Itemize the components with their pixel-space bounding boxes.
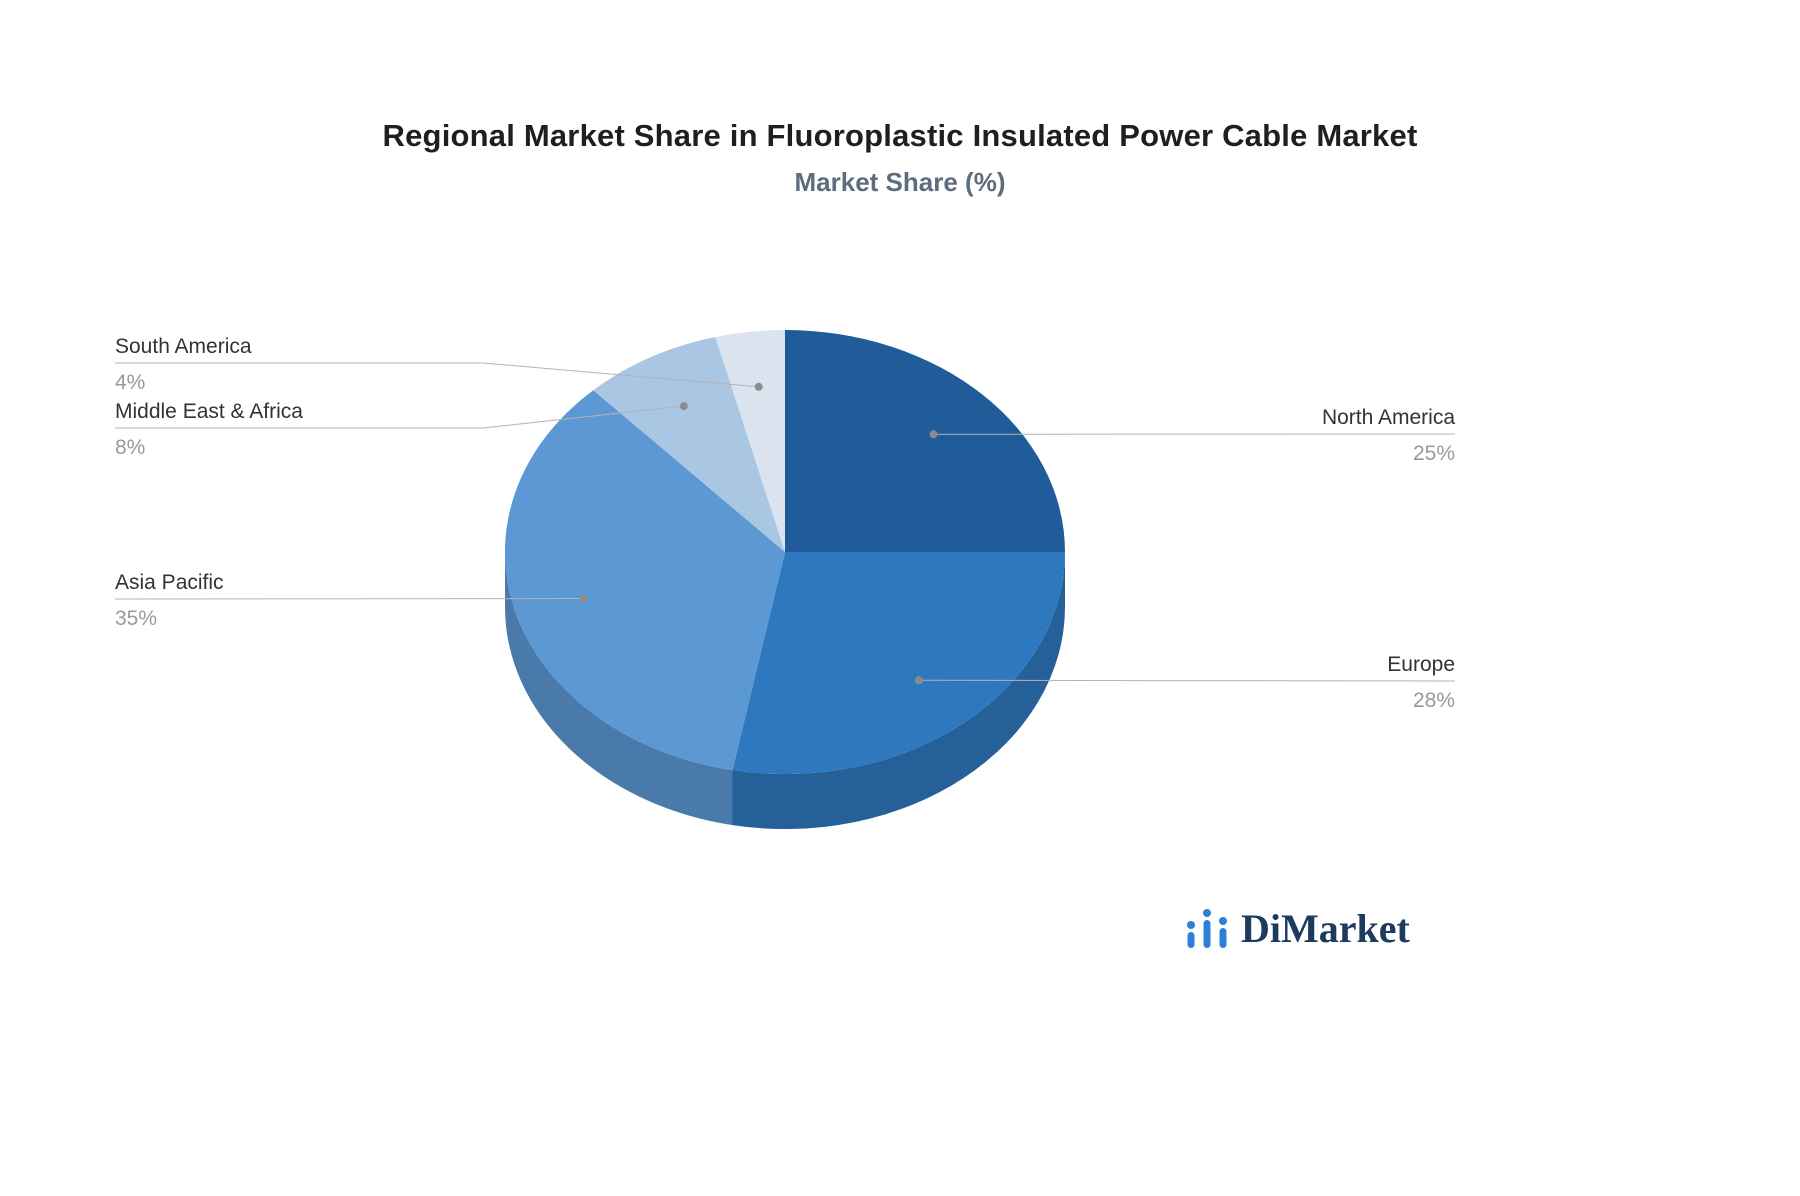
label-south-america-value: 4% [115,371,146,394]
label-north-america-value: 25% [1412,442,1455,465]
dimarket-logo: DiMarket [1185,905,1410,952]
label-middle-east-africa-name: Middle East & Africa [115,400,303,423]
label-europe-name: Europe [1387,653,1455,676]
label-europe: Europe 28% [1387,653,1455,713]
chart-title: Regional Market Share in Fluoroplastic I… [382,118,1418,153]
dimarket-logo-text: DiMarket [1241,906,1410,951]
dimarket-logo-icon [1187,908,1227,948]
label-south-america-name: South America [115,335,252,358]
label-asia-pacific-value: 35% [115,607,158,630]
label-middle-east-africa: Middle East & Africa 8% [115,400,303,460]
label-asia-pacific: Asia Pacific 35% [115,571,224,631]
label-south-america: South America 4% [115,335,252,395]
label-north-america-name: North America [1321,406,1455,429]
label-europe-value: 28% [1412,689,1455,712]
label-asia-pacific-name: Asia Pacific [115,571,224,594]
label-middle-east-africa-value: 8% [115,436,146,459]
label-north-america: North America 25% [1322,406,1455,466]
chart-subtitle: Market Share (%) [794,167,1006,197]
